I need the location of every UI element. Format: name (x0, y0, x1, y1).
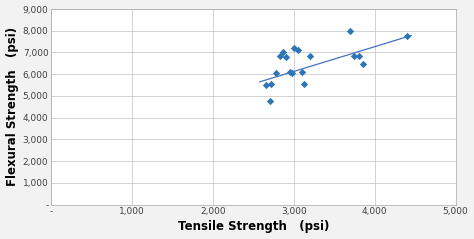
Point (306, 54, 314, 58)
Point (359, 63, 366, 66)
Point (290, 46, 298, 50)
Point (298, 70, 306, 74)
Point (403, 34, 411, 38)
Point (266, 99, 273, 103)
Point (289, 71, 296, 75)
Point (355, 54, 362, 58)
Point (276, 54, 284, 58)
Point (351, 54, 358, 58)
Point (267, 82, 275, 86)
Point (301, 82, 308, 86)
Point (282, 55, 290, 59)
X-axis label: Tensile Strength   (psi): Tensile Strength (psi) (178, 220, 329, 234)
Point (272, 71, 280, 75)
Point (294, 49, 301, 52)
Point (346, 29, 354, 33)
Y-axis label: Flexural Strength   (psi): Flexural Strength (psi) (6, 27, 18, 186)
Point (286, 70, 293, 74)
Point (280, 51, 287, 54)
Point (262, 83, 269, 87)
